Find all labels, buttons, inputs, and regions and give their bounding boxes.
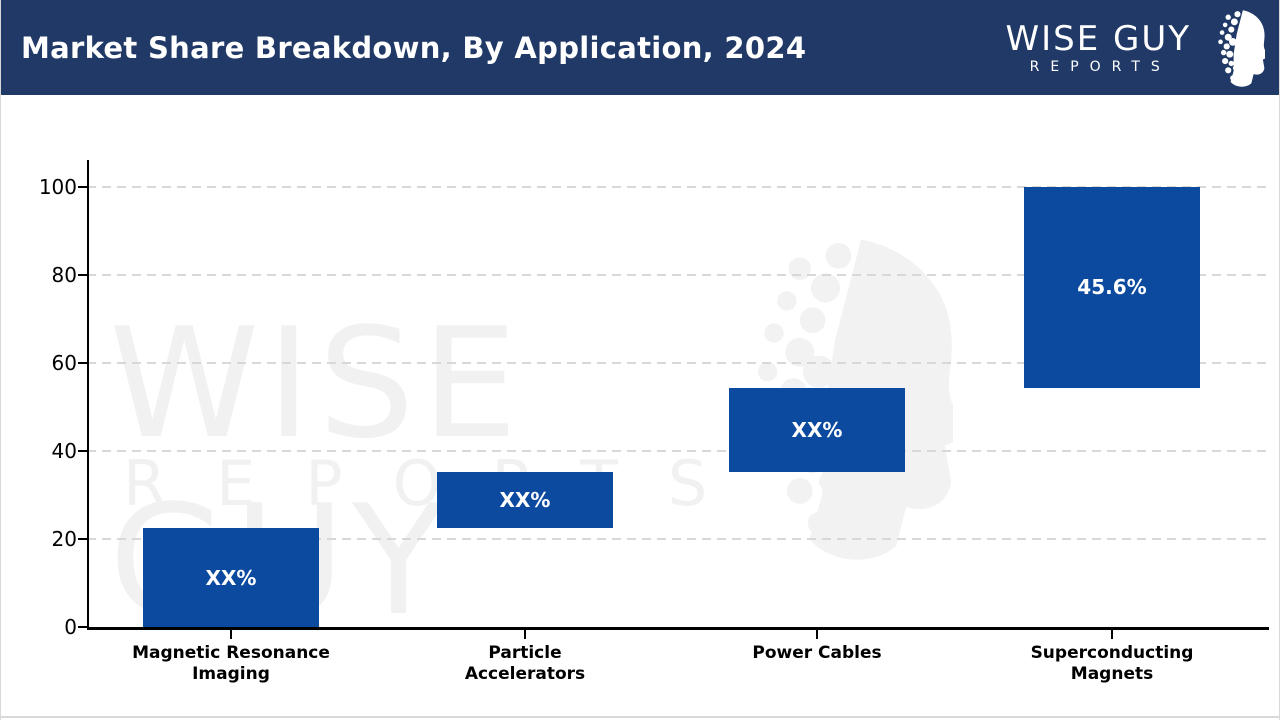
y-tick-100 bbox=[78, 186, 87, 188]
gridline-60 bbox=[87, 362, 1269, 364]
bar-segment-3: XX% bbox=[729, 387, 905, 473]
category-label-4: Superconducting Magnets bbox=[982, 643, 1242, 685]
y-tick-label-40: 40 bbox=[51, 439, 77, 463]
logo-subtext: REPORTS bbox=[1029, 58, 1171, 75]
y-tick-0 bbox=[78, 626, 87, 628]
category-label-1: Magnetic Resonance Imaging bbox=[101, 643, 361, 685]
bar-value-label-1: XX% bbox=[205, 565, 257, 590]
y-tick-label-60: 60 bbox=[51, 351, 77, 375]
category-label-line: Imaging bbox=[192, 664, 270, 684]
x-tick-2 bbox=[524, 630, 526, 639]
gridline-100 bbox=[87, 186, 1269, 188]
wise-guy-logo: WISE GUY REPORTS bbox=[1005, 8, 1265, 88]
header-bar: Market Share Breakdown, By Application, … bbox=[1, 0, 1279, 95]
category-label-line: Power Cables bbox=[752, 643, 882, 663]
gridline-20 bbox=[87, 538, 1269, 540]
bar-value-label-4: 45.6% bbox=[1077, 275, 1147, 300]
y-tick-label-80: 80 bbox=[51, 263, 77, 287]
category-label-line: Superconducting bbox=[1030, 643, 1194, 663]
y-tick-80 bbox=[78, 274, 87, 276]
x-tick-1 bbox=[230, 630, 232, 639]
bar-segment-2: XX% bbox=[437, 472, 613, 528]
y-tick-20 bbox=[78, 538, 87, 540]
gridline-80 bbox=[87, 274, 1269, 276]
y-tick-label-20: 20 bbox=[51, 527, 77, 551]
bar-segment-1: XX% bbox=[143, 528, 319, 627]
y-tick-label-0: 0 bbox=[64, 615, 77, 639]
y-axis-line bbox=[87, 160, 89, 630]
bar-segment-4: 45.6% bbox=[1024, 187, 1200, 388]
category-label-line: Magnetic Resonance bbox=[132, 643, 330, 663]
logo-wordmark: WISE GUY bbox=[1005, 18, 1191, 59]
chart-area: WISE GUY REPORTS 020406080100XX%Magnetic… bbox=[1, 95, 1279, 716]
category-label-line: Particle bbox=[488, 643, 562, 663]
category-label-2: Particle Accelerators bbox=[395, 643, 655, 685]
bar-value-label-3: XX% bbox=[791, 417, 843, 442]
category-label-line: Accelerators bbox=[464, 664, 586, 684]
bottom-border bbox=[1, 716, 1279, 718]
x-axis-line bbox=[87, 627, 1269, 630]
category-label-line: Magnets bbox=[1070, 664, 1154, 684]
y-tick-label-100: 100 bbox=[38, 175, 77, 199]
gridline-40 bbox=[87, 450, 1269, 452]
y-tick-40 bbox=[78, 450, 87, 452]
page-title: Market Share Breakdown, By Application, … bbox=[21, 30, 807, 65]
head-profile-icon bbox=[1193, 8, 1265, 88]
category-label-3: Power Cables bbox=[687, 643, 947, 664]
bar-value-label-2: XX% bbox=[499, 488, 551, 513]
x-tick-3 bbox=[816, 630, 818, 639]
x-tick-4 bbox=[1111, 630, 1113, 639]
logo-wordmark-block: WISE GUY REPORTS bbox=[1005, 22, 1191, 74]
y-tick-60 bbox=[78, 362, 87, 364]
